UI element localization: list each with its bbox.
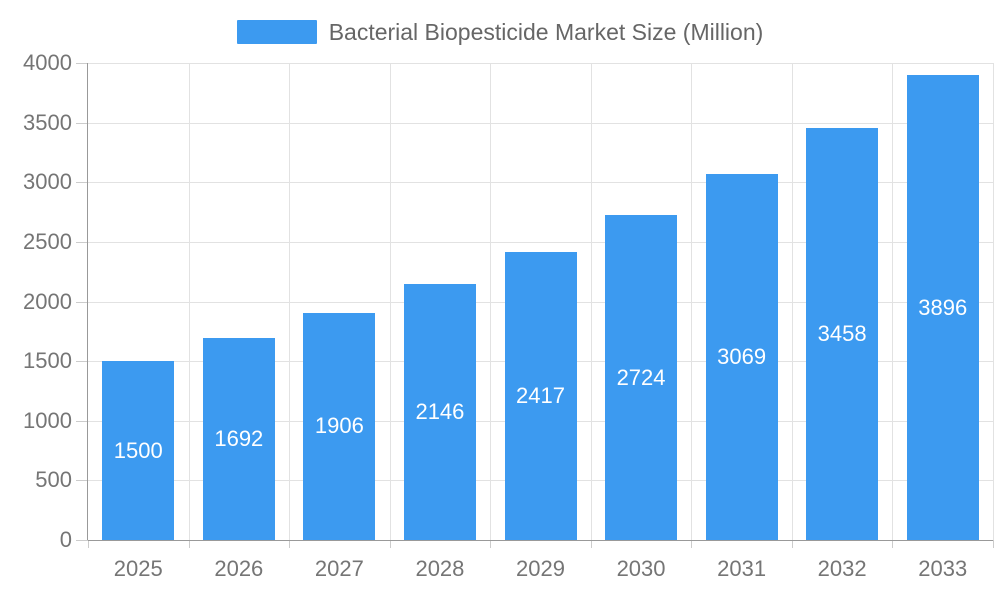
bar[interactable] xyxy=(403,284,476,540)
bar-value-label: 3069 xyxy=(717,344,767,369)
y-tick-label: 0 xyxy=(59,527,72,552)
x-axis-tick xyxy=(88,540,89,548)
x-tick-label: 2028 xyxy=(415,556,465,581)
y-axis-tick xyxy=(76,63,88,64)
bar[interactable] xyxy=(303,312,376,540)
legend-swatch xyxy=(236,20,317,44)
bar[interactable] xyxy=(504,251,577,540)
gridline-vertical xyxy=(590,63,592,540)
y-axis-tick xyxy=(76,420,88,422)
gridline-horizontal xyxy=(88,63,993,64)
x-axis-tick xyxy=(590,540,592,548)
y-tick-label: 4000 xyxy=(23,50,72,75)
x-axis-tick xyxy=(490,540,492,548)
plot-area: 0 500 1000 1500 2000 2500 3000 3500 4000 1500 2025… xyxy=(23,50,994,581)
y-tick-label: 1000 xyxy=(23,407,72,433)
gridline-vertical xyxy=(791,63,793,540)
bar-value-label: 2417 xyxy=(516,382,565,408)
bar[interactable] xyxy=(806,127,879,540)
y-tick-label: 3500 xyxy=(23,109,72,135)
gridline-vertical xyxy=(892,63,894,540)
x-tick-label: 2030 xyxy=(616,556,666,581)
bar-value-label: 3458 xyxy=(817,320,867,346)
y-tick-label: 2500 xyxy=(23,228,72,254)
gridline-vertical xyxy=(188,63,190,540)
x-tick-label: 2025 xyxy=(113,556,163,581)
bar[interactable] xyxy=(705,174,778,540)
bar[interactable] xyxy=(605,215,678,540)
bar-value-label: 2146 xyxy=(415,399,465,425)
y-axis-line xyxy=(87,63,88,540)
x-axis-tick xyxy=(993,540,994,548)
x-tick-label: 2033 xyxy=(918,556,968,581)
bar-value-label: 1906 xyxy=(314,413,364,439)
y-axis-tick xyxy=(76,122,88,124)
x-axis-tick xyxy=(892,540,894,548)
x-tick-label: 2026 xyxy=(214,556,264,581)
y-axis-tick xyxy=(76,301,88,303)
y-axis-tick xyxy=(76,182,88,184)
x-axis-tick xyxy=(791,540,793,548)
y-axis-tick xyxy=(76,241,88,243)
y-axis-tick xyxy=(76,361,88,363)
gridline-vertical xyxy=(389,63,391,540)
y-axis-tick xyxy=(76,480,88,482)
y-axis-tick xyxy=(76,540,88,541)
bar-value-label: 1500 xyxy=(113,437,163,463)
bar-value-label: 2724 xyxy=(616,364,666,390)
gridline-horizontal xyxy=(88,122,993,124)
x-tick-label: 2032 xyxy=(817,556,867,581)
bar[interactable] xyxy=(906,75,979,540)
legend-item[interactable]: Bacterial Biopesticide Market Size (Mill… xyxy=(0,19,1000,45)
bar[interactable] xyxy=(202,338,275,540)
x-axis-tick xyxy=(289,540,291,548)
bar[interactable] xyxy=(102,361,175,540)
legend-label: Bacterial Biopesticide Market Size (Mill… xyxy=(328,19,764,45)
y-tick-label: 1500 xyxy=(23,348,72,374)
x-tick-label: 2027 xyxy=(314,556,364,581)
x-tick-label: 2029 xyxy=(516,556,565,581)
x-axis-line xyxy=(88,540,993,541)
bar-value-label: 3896 xyxy=(918,294,968,320)
y-tick-label: 3000 xyxy=(23,169,72,195)
bar-value-label: 1692 xyxy=(214,426,264,452)
x-axis-tick xyxy=(188,540,190,548)
gridline-horizontal xyxy=(88,182,993,184)
gridline-vertical xyxy=(691,63,693,540)
gridline-vertical xyxy=(289,63,291,540)
x-axis-tick xyxy=(389,540,391,548)
x-tick-label: 2031 xyxy=(717,556,767,581)
y-tick-label: 2000 xyxy=(23,288,72,314)
gridline-vertical xyxy=(490,63,492,540)
gridline-vertical xyxy=(993,63,994,540)
x-axis-tick xyxy=(691,540,693,548)
y-tick-label: 500 xyxy=(35,467,72,493)
gridline-horizontal xyxy=(88,241,993,243)
